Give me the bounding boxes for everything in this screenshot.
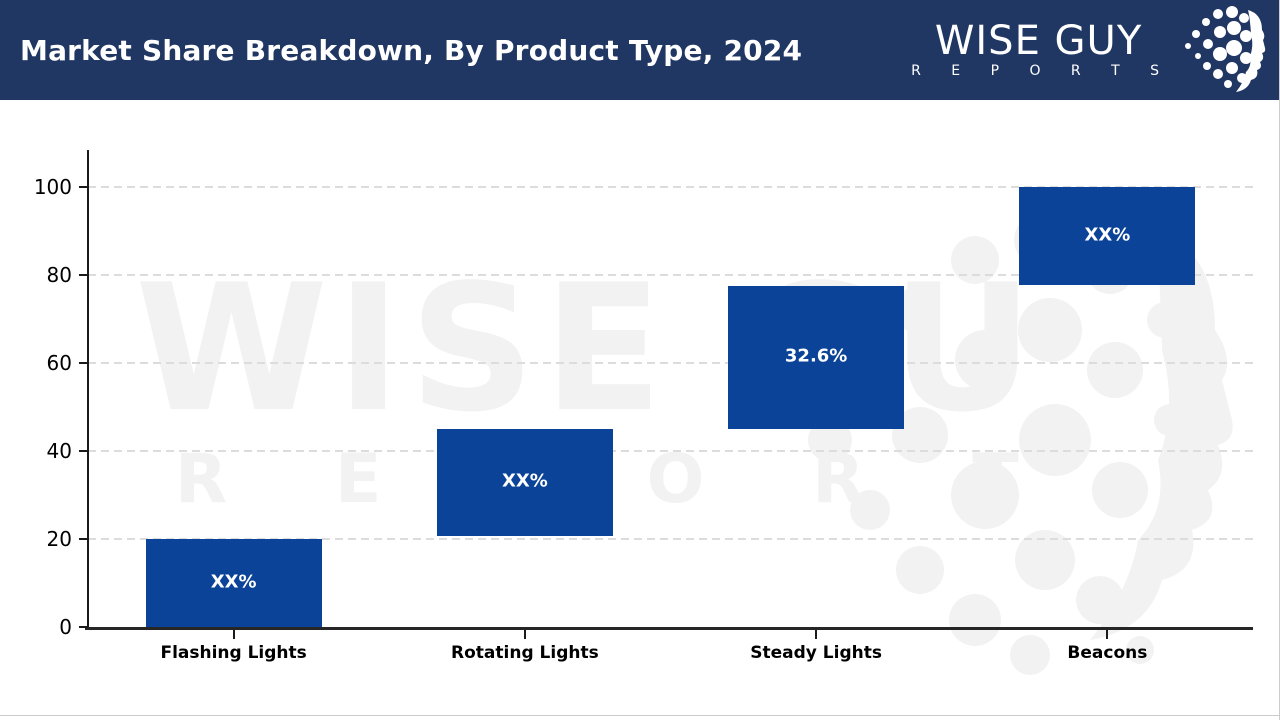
y-tick-label: 80 bbox=[46, 263, 72, 287]
gridline-100 bbox=[88, 186, 1253, 188]
x-tick-mark bbox=[523, 630, 526, 639]
x-tick-mark bbox=[815, 630, 818, 639]
logo-subtitle: R E P O R T S bbox=[911, 63, 1172, 79]
category-label: Rotating Lights bbox=[451, 643, 599, 663]
y-tick-mark bbox=[79, 186, 88, 188]
y-tick-mark bbox=[79, 450, 88, 452]
chart-area: WISE GU R E P O R T 0 20 40 60 80 100 Flashing… bbox=[0, 100, 1280, 720]
x-axis-line bbox=[85, 627, 1253, 630]
y-tick-label: 100 bbox=[33, 175, 72, 199]
gridline-80 bbox=[88, 274, 1253, 276]
bar-value-label: 32.6% bbox=[784, 345, 848, 367]
wiseguy-head-icon bbox=[1185, 6, 1266, 92]
y-tick-mark bbox=[79, 274, 88, 276]
y-tick-label: 60 bbox=[46, 351, 72, 375]
gridline-20 bbox=[88, 538, 1253, 540]
y-tick-label: 0 bbox=[59, 615, 72, 639]
y-tick-mark bbox=[79, 362, 88, 364]
wiseguy-logo: WISE GUY R E P O R T S bbox=[905, 4, 1280, 96]
y-tick-mark bbox=[79, 626, 88, 628]
bar-value-label: XX% bbox=[1084, 224, 1131, 246]
x-tick-mark bbox=[232, 630, 235, 639]
bar-segment: XX% bbox=[145, 539, 322, 627]
y-axis-line bbox=[87, 150, 89, 629]
bar-value-label: XX% bbox=[210, 571, 257, 593]
category-label: Beacons bbox=[1067, 643, 1148, 663]
gridline-60 bbox=[88, 362, 1253, 364]
logo-wordmark: WISE GUY bbox=[934, 18, 1143, 64]
category-label: Steady Lights bbox=[750, 643, 882, 663]
header-bar: Market Share Breakdown, By Product Type,… bbox=[0, 0, 1280, 100]
bar-segment: XX% bbox=[1019, 187, 1196, 286]
bar-value-label: XX% bbox=[501, 470, 548, 492]
y-tick-mark bbox=[79, 538, 88, 540]
wiseguy-logo-text: WISE GUY R E P O R T S bbox=[905, 21, 1172, 79]
bar-segment: XX% bbox=[436, 429, 613, 536]
category-label: Flashing Lights bbox=[160, 643, 307, 663]
y-tick-label: 40 bbox=[46, 439, 72, 463]
bar-segment: 32.6% bbox=[728, 285, 905, 429]
gridline-40 bbox=[88, 450, 1253, 452]
page-bottom-rule bbox=[0, 715, 1280, 716]
x-tick-mark bbox=[1106, 630, 1109, 639]
y-tick-label: 20 bbox=[46, 527, 72, 551]
page-title: Market Share Breakdown, By Product Type,… bbox=[20, 33, 803, 67]
